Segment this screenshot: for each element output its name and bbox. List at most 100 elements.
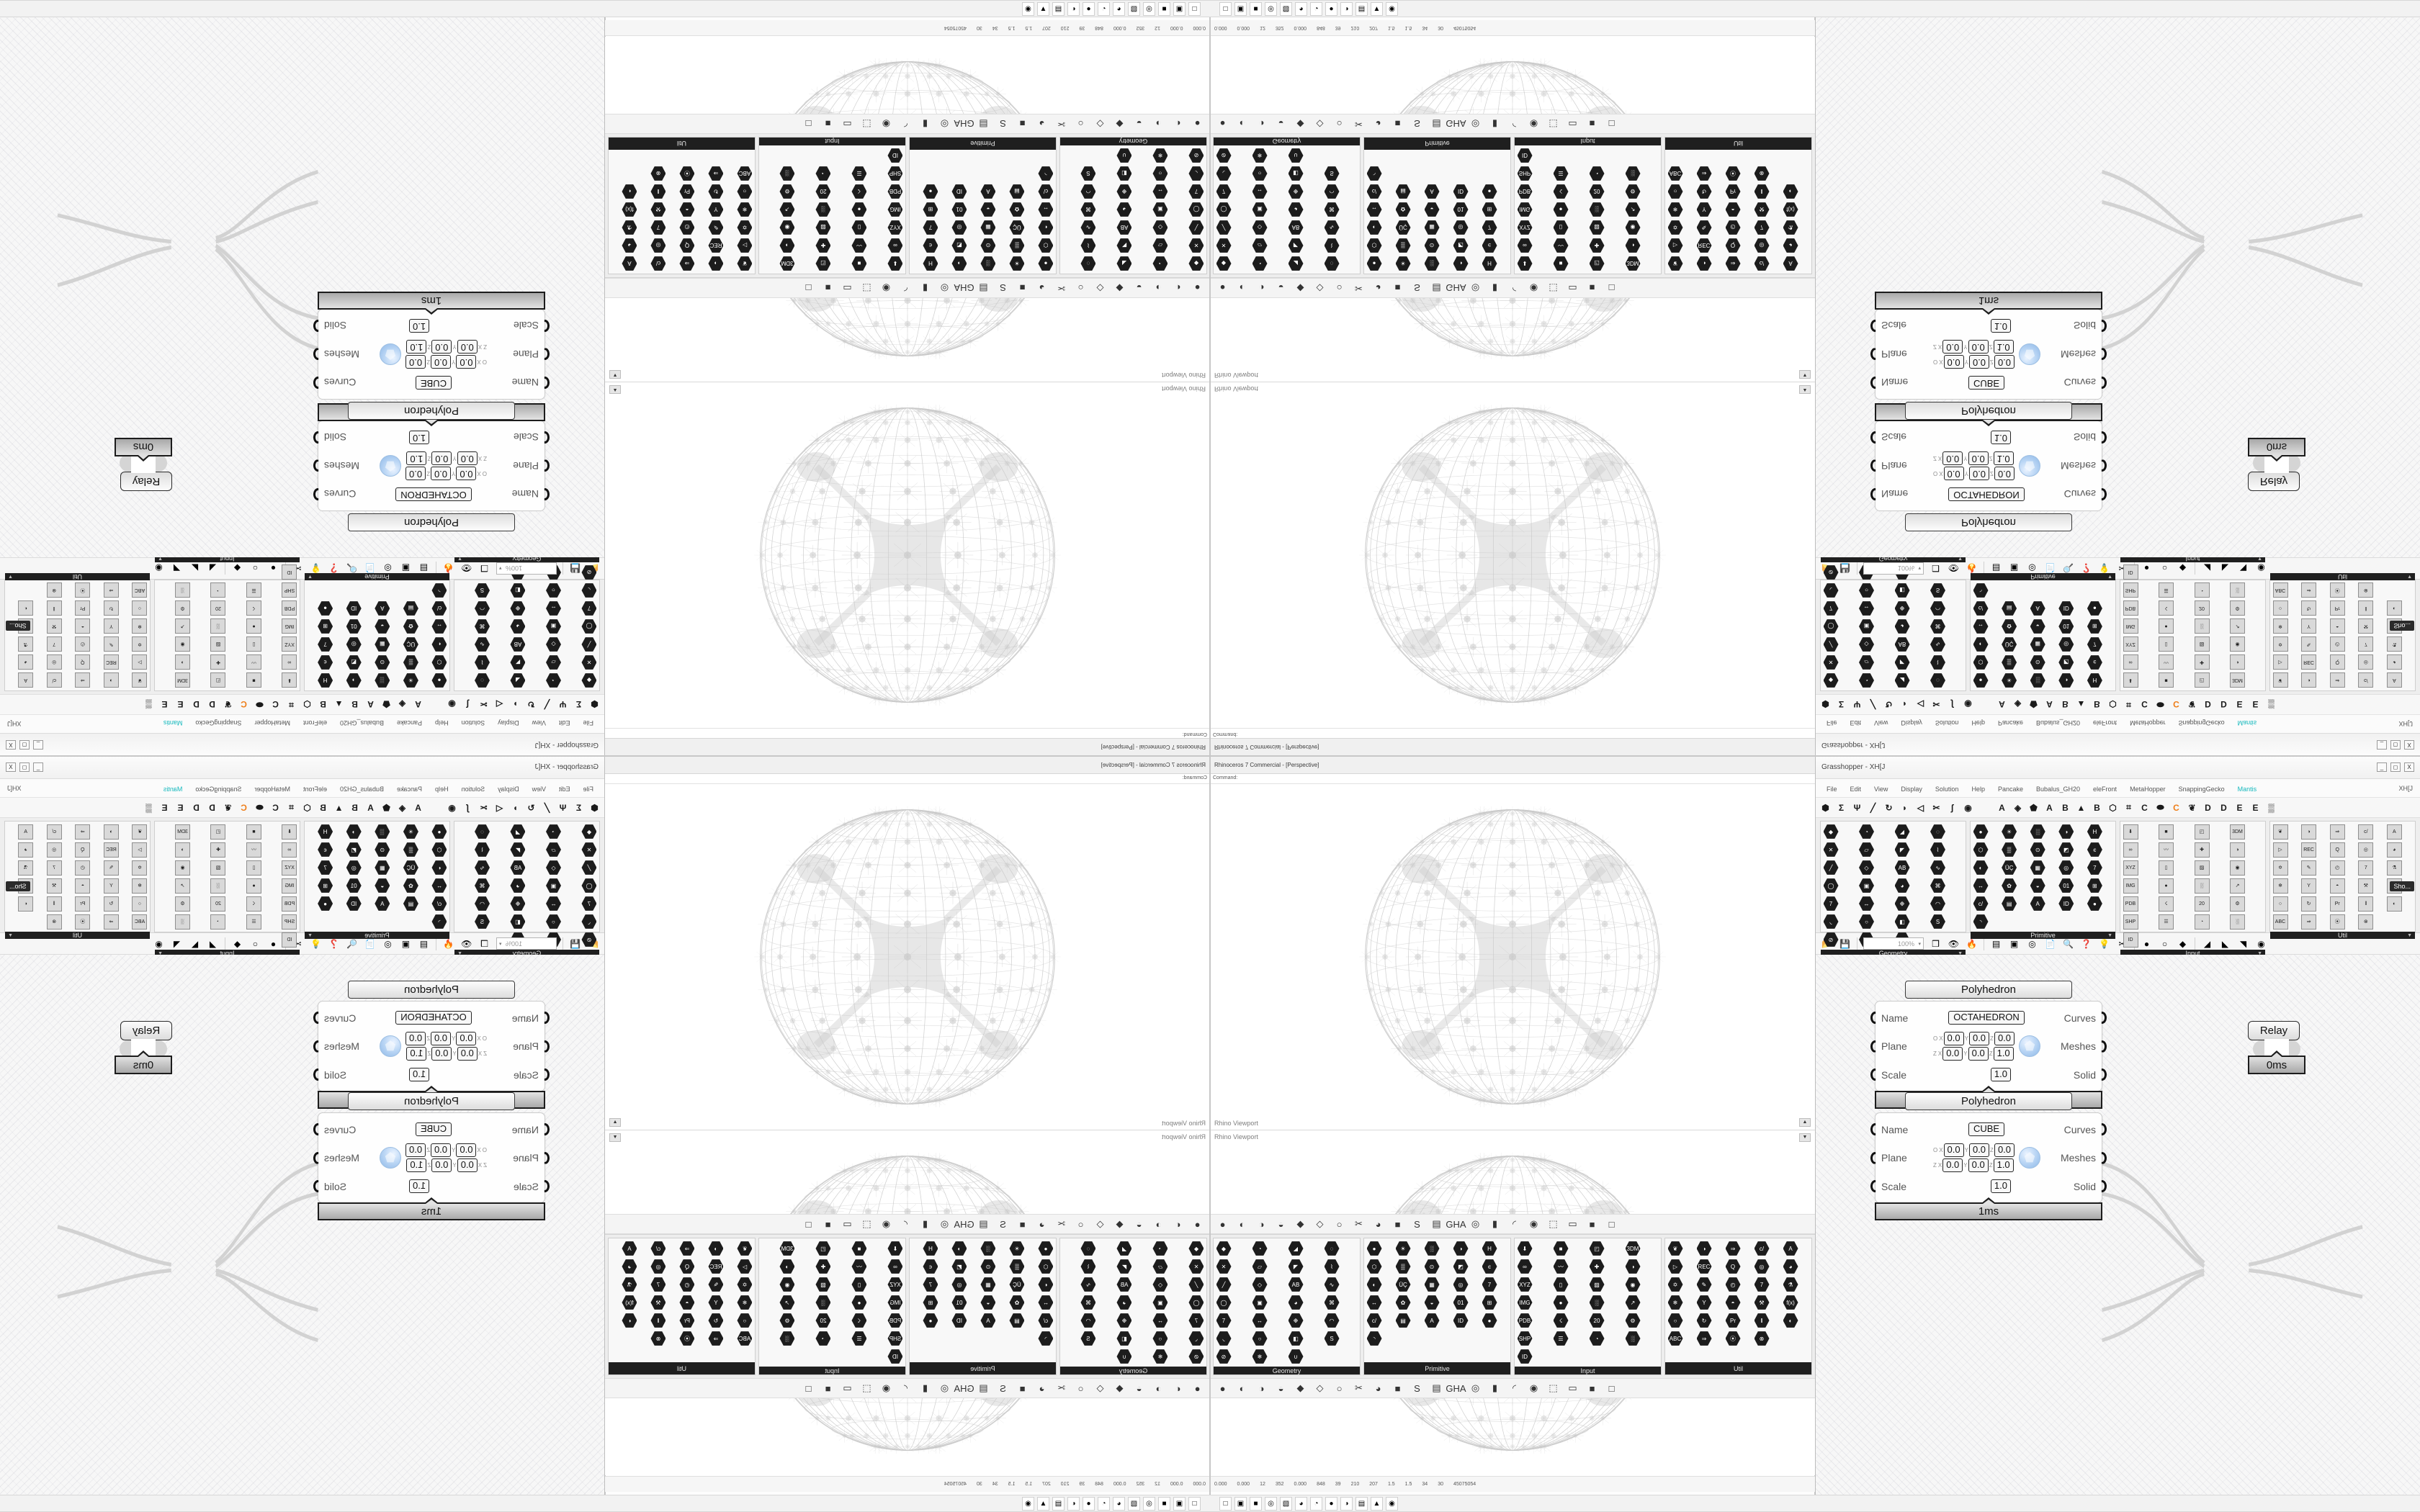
output-port-solid[interactable] bbox=[313, 431, 323, 444]
taskbar-icon-l-6[interactable]: ◕ bbox=[1113, 1496, 1125, 1511]
rhino-panel-icon[interactable]: ∪ bbox=[1116, 147, 1133, 164]
minimize-button[interactable]: _ bbox=[2377, 740, 2387, 750]
value-field[interactable]: 0.0 bbox=[431, 451, 452, 465]
rhino-panel-icon[interactable]: ✚ bbox=[815, 1258, 832, 1275]
rhino-toolbar-icon-0-17[interactable]: ⬚ bbox=[1549, 283, 1558, 294]
rhino-panel-icon[interactable]: ⬇ bbox=[1516, 255, 1533, 272]
rhino-panel-icon[interactable]: ⊙ bbox=[980, 237, 997, 254]
ribbon-component-icon[interactable]: ⊗ bbox=[2357, 582, 2375, 599]
ribbon-component-icon[interactable]: ❄ bbox=[2272, 618, 2289, 635]
rhino-panel-icon[interactable]: ☀ bbox=[1394, 1240, 1412, 1257]
output-port-curves[interactable] bbox=[313, 1012, 323, 1024]
rhino-panel-icon[interactable]: XYZ bbox=[887, 219, 904, 236]
rhino-toolbar-icon-1-19[interactable]: ■ bbox=[825, 1382, 831, 1394]
rhino-panel-icon[interactable]: ❦ bbox=[736, 255, 753, 272]
rhino-panel-icon[interactable]: ░ bbox=[779, 1330, 796, 1347]
ribbon-component-icon[interactable]: ◔ bbox=[1858, 672, 1876, 689]
rhino-panel-icon[interactable]: ID bbox=[1516, 147, 1533, 164]
rhino-toolbar-upper[interactable]: ● ◐ ◑ ◒ ◆ ◇ ○ ✂ ◕ ■ S ▤ GHA ◎ ▮ ◜ ◉ ⬚ ▭ ■ □ bbox=[1210, 278, 1815, 298]
ribbon-component-icon[interactable]: ◑ bbox=[345, 672, 362, 689]
taskbar-top[interactable]: ◉ ▲ ▤ ◑ ● ◔ ◕ ▧ ◎ ■ ▣ □ □ ▣ ■ ◎ ▧ ◕ ◔ ● ◑ ▤ ▲ ◉ bbox=[0, 0, 2420, 17]
rhino-panel-icon[interactable]: ◴ bbox=[1724, 1276, 1742, 1293]
menu-item-bubalus-gh20[interactable]: Bubalus_GH20 bbox=[2035, 719, 2081, 727]
rhino-toolbar-icon-1-12[interactable]: GHA bbox=[954, 1382, 974, 1394]
ribbon-component-icon[interactable]: ⚙ bbox=[2229, 600, 2246, 617]
menu-item-elefront[interactable]: eleFront bbox=[2093, 719, 2118, 727]
value-field[interactable]: 1.0 bbox=[1990, 1068, 2011, 1081]
ribbon-component-icon[interactable]: ⊗ bbox=[45, 913, 63, 930]
rhino-panel-icon[interactable]: ▒ bbox=[1008, 237, 1026, 254]
ribbon-component-icon[interactable]: ◓ bbox=[74, 877, 91, 894]
ribbon-component-icon[interactable]: ◠ bbox=[1930, 600, 1947, 617]
rhino-panel-icon[interactable]: ◩ bbox=[951, 1258, 968, 1275]
rhino-panel-icon[interactable]: ❦ bbox=[1667, 255, 1684, 272]
gh-tool-icon-1[interactable]: Σ bbox=[1838, 802, 1845, 813]
ribbon-component-icon[interactable]: ◔ bbox=[2193, 582, 2210, 599]
rhino-toolbar-icon-0-20[interactable]: □ bbox=[1608, 282, 1615, 294]
rhino-toolbar-icon-0-13[interactable]: ◎ bbox=[940, 283, 949, 294]
ribbon-component-icon[interactable]: A bbox=[2385, 823, 2403, 840]
rhino-panel-icon[interactable]: ○ bbox=[1152, 165, 1169, 182]
polyhedron-component-octahedron[interactable]: Polyhedron Name OCTAHEDRON Curves Plane O X 0.0… bbox=[1875, 403, 2102, 531]
gh-tool-icon-2[interactable]: Ψ bbox=[1853, 699, 1861, 710]
rhino-toolbar-icon-1-11[interactable]: ▤ bbox=[1432, 1382, 1441, 1393]
ribbon-component-icon[interactable]: ◢ bbox=[1894, 823, 1911, 840]
rhino-panel-icon[interactable]: ◓ bbox=[1724, 201, 1742, 218]
taskbar-icon-r-2[interactable]: ■ bbox=[1250, 1, 1262, 16]
output-label-meshes[interactable]: Meshes bbox=[2060, 1040, 2096, 1052]
rhino-panel-icon[interactable]: ◕ bbox=[621, 237, 638, 254]
input-label-plane[interactable]: Plane bbox=[1881, 460, 1907, 472]
gh-tab-icon-16[interactable]: E bbox=[2252, 802, 2259, 813]
rhino-panel-icon[interactable]: ░ bbox=[980, 1240, 997, 1257]
ribbon-component-icon[interactable]: ░ bbox=[2193, 618, 2210, 635]
ribbon-component-icon[interactable]: 3DM bbox=[2229, 823, 2246, 840]
ribbon-component-icon[interactable]: ◠ bbox=[1930, 895, 1947, 912]
rhino-panel-icon[interactable]: ◧ bbox=[1116, 165, 1133, 182]
gh-tab-icon-6[interactable]: B bbox=[320, 699, 326, 710]
rhino-toolbar-icon-0-11[interactable]: ▤ bbox=[1432, 283, 1441, 294]
rhino-toolbar-icon-0-0[interactable]: ● bbox=[1219, 1218, 1226, 1230]
output-label-meshes[interactable]: Meshes bbox=[324, 1040, 360, 1052]
ribbon-component-icon[interactable]: ◌ bbox=[474, 823, 491, 840]
rhino-panel-icon[interactable]: ◕ bbox=[1116, 201, 1133, 218]
ribbon-component-icon[interactable]: ID bbox=[2122, 931, 2139, 948]
ribbon-component-icon[interactable]: ⬇ bbox=[2122, 823, 2139, 840]
menu-item-view[interactable]: View bbox=[532, 785, 546, 793]
rhino-panel-icon[interactable]: ❉ bbox=[1287, 183, 1304, 200]
ribbon-component-icon[interactable]: ▦ bbox=[374, 636, 391, 653]
ribbon-component-icon[interactable]: Q bbox=[2329, 654, 2346, 671]
ribbon-component-icon[interactable]: AB bbox=[1894, 859, 1911, 876]
ribbon-component-icon[interactable]: ↔ bbox=[545, 600, 563, 617]
ribbon-component-icon[interactable]: ✕ bbox=[1822, 841, 1839, 858]
ribbon-component-icon[interactable]: ◒ bbox=[2029, 618, 2046, 635]
rhino-toolbar-icon-1-0[interactable]: ● bbox=[1194, 118, 1201, 130]
cluster-icon[interactable]: ▣ bbox=[2009, 938, 2019, 949]
rhino-toolbar-icon-1-3[interactable]: ◒ bbox=[1136, 1382, 1142, 1394]
rhino-command-line[interactable]: Command: bbox=[605, 774, 1210, 784]
rhino-panel-icon[interactable]: ▱ bbox=[1251, 237, 1268, 254]
ribbon-component-icon[interactable]: ↻ bbox=[102, 600, 120, 617]
taskbar-icon-r-9[interactable]: ▤ bbox=[1355, 1, 1368, 16]
rhino-panel-icon[interactable]: ◟ bbox=[1215, 165, 1232, 182]
ribbon-component-icon[interactable]: ↔ bbox=[1858, 895, 1876, 912]
rhino-panel-icon[interactable]: ⊙ bbox=[1423, 1258, 1440, 1275]
ribbon-component-icon[interactable]: ◯ bbox=[581, 618, 598, 635]
output-label-meshes[interactable]: Meshes bbox=[324, 348, 360, 360]
gh-tab-icon-1[interactable]: ◈ bbox=[398, 802, 406, 813]
taskbar-icon-r-6[interactable]: ◔ bbox=[1310, 1, 1322, 16]
menu-item-edit[interactable]: Edit bbox=[1850, 719, 1862, 727]
gh-tab-icon-9[interactable]: C bbox=[2141, 699, 2148, 710]
rhino-panel-icon[interactable]: ■ bbox=[1552, 1240, 1569, 1257]
chevron-down-icon[interactable]: ▼ bbox=[308, 932, 313, 938]
ribbon-component-icon[interactable]: S bbox=[474, 913, 491, 930]
viewport-label-top[interactable]: Rhino Viewport bbox=[1214, 1120, 1258, 1127]
ribbon-component-icon[interactable]: ▒ bbox=[402, 654, 419, 671]
ribbon-component-icon[interactable]: 7 bbox=[317, 859, 334, 876]
rhino-panel-icon[interactable]: ⊞ bbox=[1481, 1294, 1498, 1311]
rhino-panel-icon[interactable]: ‖ bbox=[1753, 183, 1770, 200]
rhino-panel-label[interactable]: Geometry bbox=[1060, 138, 1206, 145]
menu-item-metahopper[interactable]: MetaHopper bbox=[254, 785, 290, 793]
ribbon-component-icon[interactable]: 7 bbox=[1822, 600, 1839, 617]
rhino-toolbar-icon-0-10[interactable]: S bbox=[1414, 282, 1420, 294]
rhino-panel-icon[interactable]: ● bbox=[1552, 1294, 1569, 1311]
